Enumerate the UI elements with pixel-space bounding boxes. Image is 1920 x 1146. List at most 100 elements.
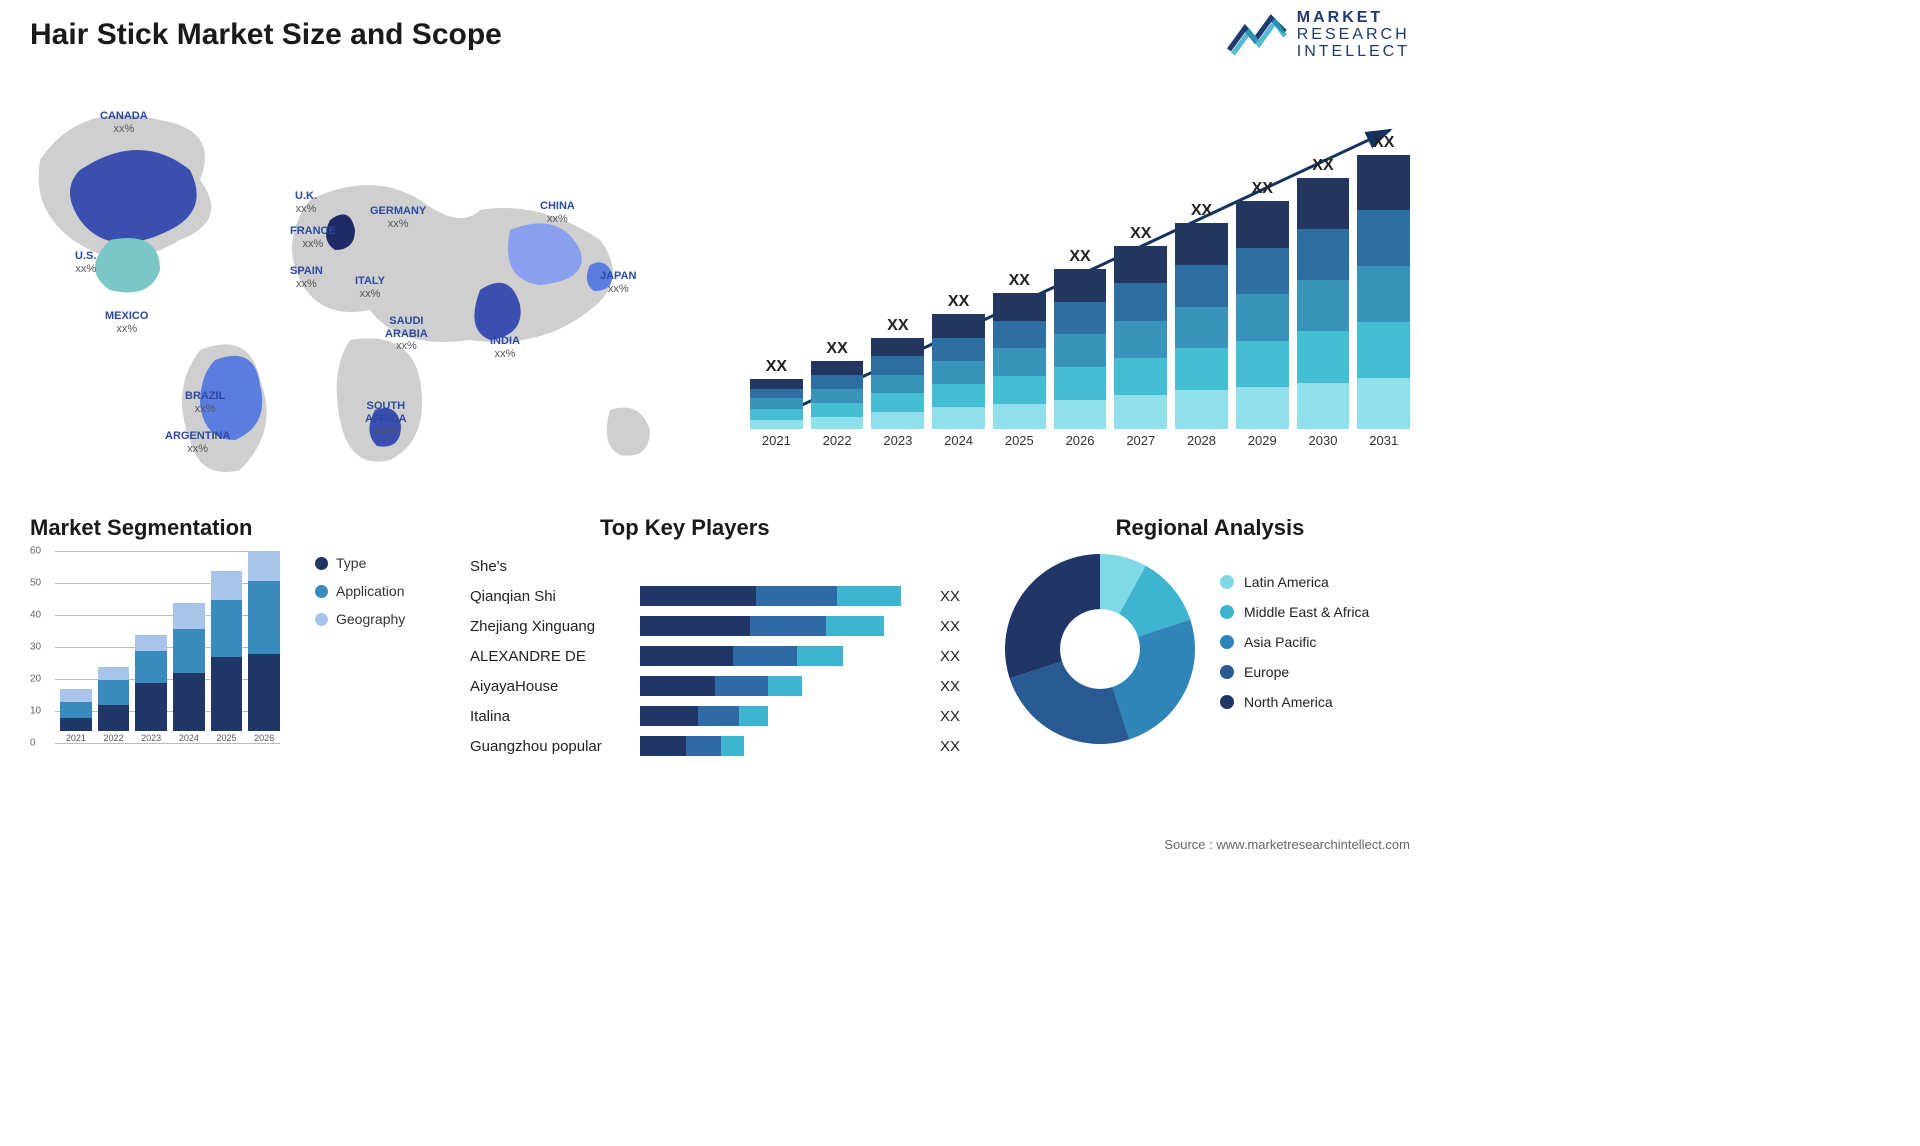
- bar-segment: [932, 407, 985, 429]
- seg-bar-column: 2021: [60, 689, 92, 743]
- main-bar-column: XX2031: [1357, 134, 1410, 448]
- bar-segment: [750, 398, 803, 409]
- bar-year-label: 2025: [1005, 433, 1034, 448]
- key-player-name: ALEXANDRE DE: [470, 648, 640, 665]
- main-bar-column: XX2023: [871, 317, 924, 448]
- legend-swatch: [1220, 605, 1234, 619]
- bar-segment: [1114, 283, 1167, 320]
- bar-segment: [750, 379, 803, 388]
- bar-segment: [811, 417, 864, 429]
- bar-top-label: XX: [826, 340, 847, 358]
- bar-segment: [750, 420, 803, 429]
- y-tick-label: 20: [30, 674, 41, 685]
- map-label: ARGENTINAxx%: [165, 430, 230, 455]
- key-player-bar: [640, 646, 930, 666]
- bar-year-label: 2021: [762, 433, 791, 448]
- legend-label: Europe: [1244, 664, 1289, 680]
- key-players-section: Top Key Players She'sQianqian ShiXXZheji…: [470, 515, 980, 761]
- segmentation-section: Market Segmentation 01020304050602021202…: [30, 515, 430, 761]
- donut-slice: [1010, 661, 1130, 744]
- key-player-value: XX: [940, 678, 960, 695]
- bar-segment: [1297, 178, 1350, 229]
- bar-year-label: 2026: [1066, 433, 1095, 448]
- seg-year-label: 2025: [217, 733, 237, 743]
- map-label: FRANCExx%: [290, 225, 336, 250]
- kp-bar-segment: [698, 706, 739, 726]
- bar-segment: [811, 361, 864, 375]
- legend-label: North America: [1244, 694, 1333, 710]
- bar-year-label: 2031: [1369, 433, 1398, 448]
- seg-bar-segment: [60, 689, 92, 702]
- legend-swatch: [315, 585, 328, 598]
- seg-bar-segment: [211, 657, 243, 731]
- bar-segment: [1054, 334, 1107, 367]
- bar-segment: [811, 403, 864, 417]
- key-players-title: Top Key Players: [600, 515, 980, 541]
- regional-legend: Latin AmericaMiddle East & AfricaAsia Pa…: [1220, 574, 1369, 724]
- bar-segment: [871, 393, 924, 412]
- key-player-bar: [640, 556, 930, 576]
- seg-bar-column: 2026: [248, 552, 280, 743]
- seg-bar-segment: [98, 705, 130, 731]
- seg-bar-column: 2023: [135, 635, 167, 743]
- key-player-name: Qianqian Shi: [470, 588, 640, 605]
- seg-year-label: 2026: [254, 733, 274, 743]
- map-label: INDIAxx%: [490, 335, 520, 360]
- legend-label: Latin America: [1244, 574, 1329, 590]
- bar-segment: [1297, 229, 1350, 280]
- world-map: CANADAxx%U.S.xx%MEXICOxx%BRAZILxx%ARGENT…: [20, 90, 700, 490]
- bar-segment: [871, 412, 924, 429]
- source-label: Source : www.marketresearchintellect.com: [1164, 837, 1410, 852]
- map-label: JAPANxx%: [600, 270, 636, 295]
- key-player-value: XX: [940, 738, 960, 755]
- bar-segment: [1114, 395, 1167, 429]
- y-tick-label: 60: [30, 546, 41, 557]
- regional-title: Regional Analysis: [1000, 515, 1420, 541]
- bar-segment: [1357, 210, 1410, 266]
- key-player-name: She's: [470, 558, 640, 575]
- bar-top-label: XX: [1191, 202, 1212, 220]
- kp-bar-segment: [750, 616, 825, 636]
- bar-segment: [1236, 387, 1289, 429]
- map-label: ITALYxx%: [355, 275, 385, 300]
- map-label: CHINAxx%: [540, 200, 575, 225]
- donut-slice: [1112, 620, 1195, 740]
- bar-year-label: 2030: [1309, 433, 1338, 448]
- key-player-name: Italina: [470, 708, 640, 725]
- kp-bar-segment: [686, 736, 721, 756]
- regional-legend-item: North America: [1220, 694, 1369, 710]
- seg-year-label: 2022: [103, 733, 123, 743]
- key-player-row: ALEXANDRE DEXX: [470, 641, 980, 671]
- map-label: U.S.xx%: [75, 250, 96, 275]
- kp-bar-segment: [768, 676, 803, 696]
- bar-segment: [1175, 348, 1228, 390]
- seg-year-label: 2024: [179, 733, 199, 743]
- seg-bar-segment: [248, 552, 280, 581]
- main-bar-column: XX2027: [1114, 225, 1167, 448]
- key-player-bar: [640, 706, 930, 726]
- seg-legend-item: Application: [315, 583, 405, 599]
- seg-bar-segment: [135, 635, 167, 651]
- kp-bar-segment: [721, 736, 744, 756]
- kp-bar-segment: [640, 646, 733, 666]
- seg-bar-segment: [248, 654, 280, 731]
- bar-year-label: 2023: [883, 433, 912, 448]
- bar-top-label: XX: [948, 293, 969, 311]
- legend-swatch: [315, 613, 328, 626]
- bar-segment: [1175, 307, 1228, 349]
- map-label: SOUTHAFRICAxx%: [365, 400, 407, 438]
- bar-year-label: 2029: [1248, 433, 1277, 448]
- key-player-bar: [640, 586, 930, 606]
- segmentation-title: Market Segmentation: [30, 515, 430, 541]
- kp-bar-segment: [739, 706, 768, 726]
- legend-swatch: [1220, 575, 1234, 589]
- seg-bar-segment: [211, 600, 243, 658]
- seg-bar-segment: [135, 683, 167, 731]
- key-player-row: Guangzhou popularXX: [470, 731, 980, 761]
- y-tick-label: 30: [30, 642, 41, 653]
- legend-label: Asia Pacific: [1244, 634, 1316, 650]
- bar-segment: [1357, 322, 1410, 378]
- bar-segment: [1357, 378, 1410, 429]
- bar-segment: [1297, 383, 1350, 430]
- bar-segment: [750, 409, 803, 420]
